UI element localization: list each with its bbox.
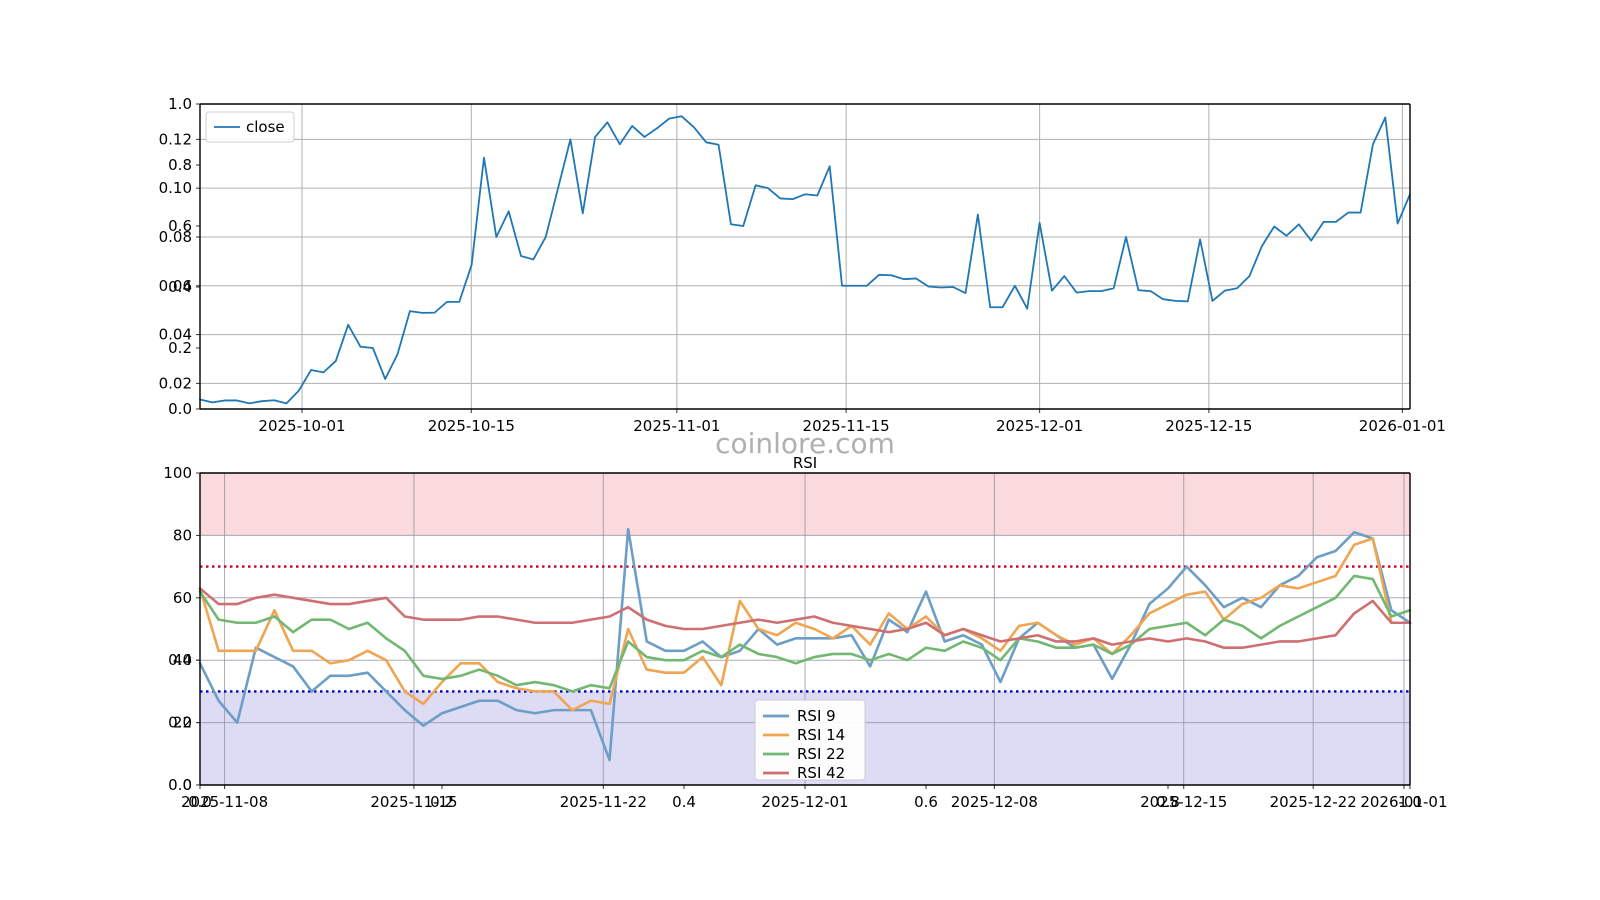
- price-ytick-label: 0.06: [159, 277, 192, 295]
- price-ytick-label: 0.04: [159, 326, 192, 344]
- rsi-legend-label-rsi-42: RSI 42: [797, 764, 845, 782]
- price-secondary-ytick-label: 1.0: [168, 95, 192, 113]
- rsi-xtick-label: 2025-12-08: [951, 793, 1038, 811]
- rsi-secondary-ytick-label: 0.2: [168, 714, 192, 732]
- rsi-secondary-xtick-label: 0.2: [430, 793, 454, 811]
- rsi-series-rsi-22: [198, 574, 1412, 693]
- price-legend[interactable]: close: [205, 111, 295, 143]
- price-xtick-label: 2025-11-01: [633, 417, 720, 435]
- rsi-xtick-label: 2025-12-22: [1270, 793, 1357, 811]
- rsi-xtick-label: 2025-11-15: [370, 793, 457, 811]
- rsi-secondary-ytick-label: 0.4: [168, 651, 192, 669]
- rsi-secondary-xtick-label: 0.6: [914, 793, 938, 811]
- rsi-xtick-label: 2025-12-15: [1140, 793, 1227, 811]
- rsi-legend-box: [754, 699, 866, 781]
- price-secondary-ytick-label: 0.8: [168, 156, 192, 174]
- price-xtick-label: 2025-10-01: [258, 417, 345, 435]
- rsi-xtick-label: 2025-12-01: [761, 793, 848, 811]
- rsi-secondary-ytick-label: 0.0: [168, 776, 192, 794]
- rsi-legend-label-rsi-9: RSI 9: [797, 707, 836, 725]
- price-xtick-label: 2026-01-01: [1359, 417, 1446, 435]
- price-xtick-label: 2025-12-15: [1165, 417, 1252, 435]
- rsi-title: RSI: [793, 454, 817, 472]
- price-series-close: [199, 115, 1411, 405]
- price-ytick-label: 0.08: [159, 228, 192, 246]
- price-ytick-label: 0.02: [159, 374, 192, 392]
- rsi-xtick-label: 2025-11-08: [181, 793, 268, 811]
- rsi-legend-label-rsi-22: RSI 22: [797, 745, 845, 763]
- watermark-coinlore: coinlore.com: [715, 427, 895, 460]
- price-legend-box: [205, 111, 295, 143]
- rsi-legend-label-rsi-14: RSI 14: [797, 726, 845, 744]
- price-xtick-label: 2025-12-01: [996, 417, 1083, 435]
- rsi-ytick-label: 40: [173, 651, 192, 669]
- rsi-secondary-xtick-label: 0.0: [188, 793, 212, 811]
- price-xtick-label: 2025-11-15: [803, 417, 890, 435]
- rsi-secondary-xtick-label: 0.8: [1156, 793, 1180, 811]
- rsi-ytick-label: 0: [182, 776, 192, 794]
- rsi-secondary-xtick-label: 1.0: [1398, 793, 1422, 811]
- rsi-ytick-label: 60: [173, 589, 192, 607]
- price-secondary-ytick-label: 0.6: [168, 217, 192, 235]
- rsi-xtick-label: 2025-11-22: [560, 793, 647, 811]
- price-secondary-ytick-label: 0.0: [168, 400, 192, 418]
- rsi-xtick-label: 2026-01-01: [1360, 793, 1447, 811]
- rsi-series-rsi-42: [198, 587, 1412, 650]
- price-secondary-ytick-label: 0.4: [168, 278, 192, 296]
- price-plot-background: [200, 104, 1410, 409]
- price-legend-label-close: close: [246, 118, 285, 136]
- rsi-series-rsi-9: [198, 527, 1412, 762]
- rsi-ytick-label: 80: [173, 526, 192, 544]
- rsi-ytick-label: 20: [173, 714, 192, 732]
- price-xtick-label: 2025-10-15: [428, 417, 515, 435]
- price-ytick-label: 0.10: [159, 179, 192, 197]
- price-secondary-ytick-label: 0.2: [168, 339, 192, 357]
- rsi-ytick-label: 100: [163, 464, 192, 482]
- rsi-secondary-xtick-label: 0.4: [672, 793, 696, 811]
- rsi-series-rsi-14: [198, 537, 1412, 712]
- price-panel: 0.12 0.10 0.08 0.06 0.04 0.02 1.0 0.8 0.6 0.4 0.2 0…: [159, 95, 1446, 435]
- price-ytick-label: 0.12: [159, 130, 192, 148]
